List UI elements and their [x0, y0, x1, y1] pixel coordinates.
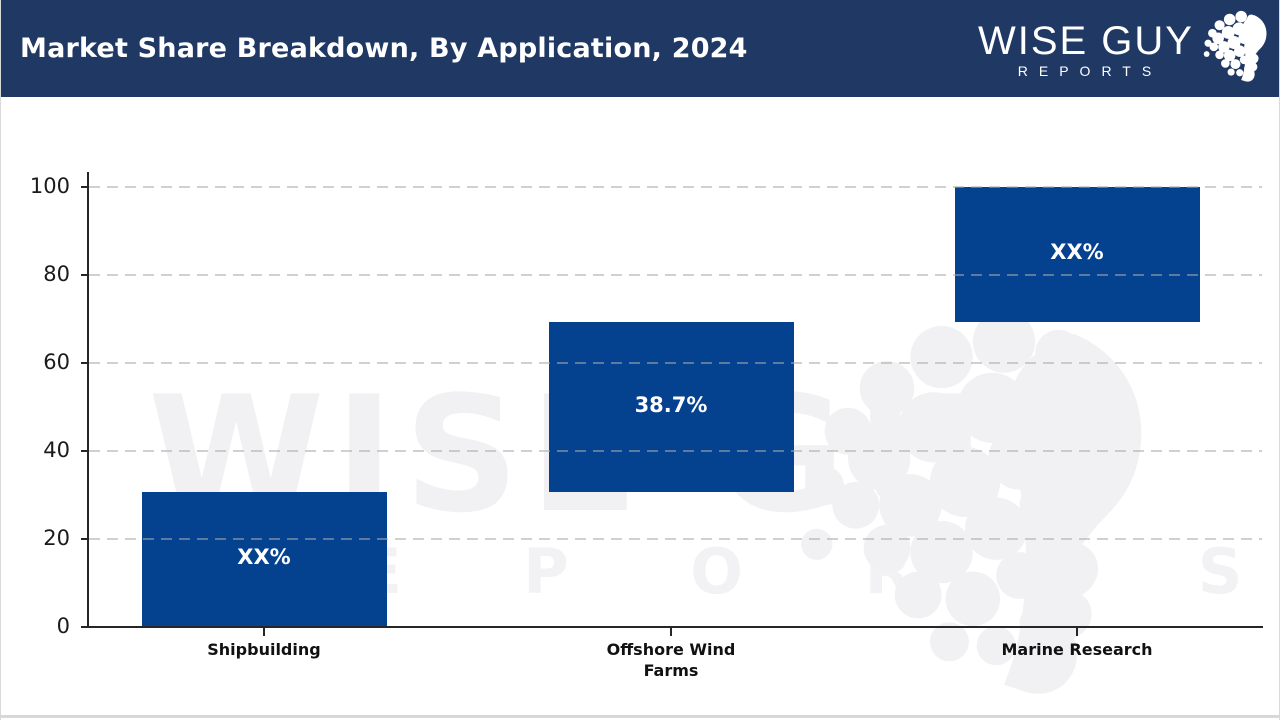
y-tick-mark — [81, 538, 88, 540]
y-tick-mark — [81, 450, 88, 452]
y-tick-label: 0 — [56, 614, 70, 638]
category-label: Marine Research — [1001, 640, 1153, 659]
wise-guy-reports-logo: WISE GUY REPORTS — [978, 4, 1270, 94]
y-tick-mark — [81, 274, 88, 276]
logo-subtitle: REPORTS — [1017, 62, 1163, 79]
y-tick-label: 80 — [43, 262, 70, 286]
x-axis — [87, 626, 1263, 628]
chart-area: WISE GUY R E P O R T S 020406080100XX%Sh… — [0, 97, 1280, 720]
gridline — [89, 450, 1262, 452]
category-label: Offshore Wind Farms — [606, 640, 736, 680]
x-tick-mark — [263, 628, 265, 636]
category-label: Shipbuilding — [207, 640, 321, 659]
y-tick-label: 60 — [43, 350, 70, 374]
y-tick-label: 100 — [29, 174, 70, 198]
gridline — [89, 538, 1262, 540]
x-tick-mark — [1076, 628, 1078, 636]
header-banner: Market Share Breakdown, By Application, … — [0, 0, 1280, 97]
logo-text: WISE GUY REPORTS — [978, 20, 1194, 79]
bar — [548, 321, 794, 492]
page-title: Market Share Breakdown, By Application, … — [20, 33, 748, 64]
bar-value-label: XX% — [237, 545, 291, 570]
logo-dotted-face-icon — [1198, 8, 1270, 90]
y-tick-mark — [81, 362, 88, 364]
y-tick-mark — [81, 626, 88, 628]
y-tick-label: 20 — [43, 526, 70, 550]
bar-value-label: 38.7% — [634, 392, 708, 417]
bar-value-label: XX% — [1050, 240, 1104, 265]
bottom-rule — [0, 715, 1280, 718]
y-tick-mark — [81, 186, 88, 188]
bar — [141, 491, 387, 627]
gridline — [89, 186, 1262, 188]
y-tick-label: 40 — [43, 438, 70, 462]
logo-wordmark: WISE GUY — [977, 18, 1194, 63]
x-tick-mark — [670, 628, 672, 636]
gridline — [89, 362, 1262, 364]
y-axis — [87, 172, 89, 627]
gridline — [89, 274, 1262, 276]
bar — [954, 187, 1200, 322]
